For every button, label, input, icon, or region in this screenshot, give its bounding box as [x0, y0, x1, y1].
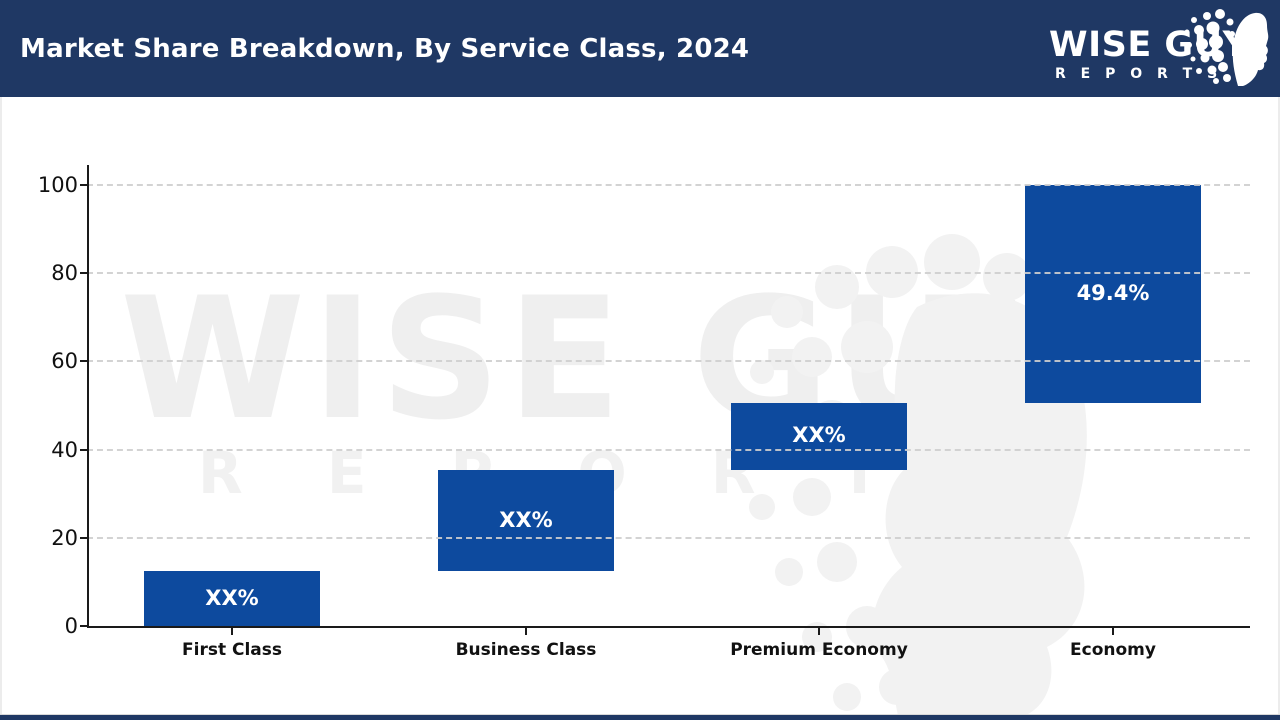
y-tick-label-20: 20	[51, 525, 78, 550]
bar-value-label: XX%	[499, 507, 553, 532]
y-axis-line	[87, 165, 89, 628]
gridline-80	[87, 272, 1250, 275]
y-tick-label-80: 80	[51, 261, 78, 286]
y-tick-40	[80, 448, 87, 451]
y-tick-80	[80, 272, 87, 275]
bar-business-class	[438, 469, 614, 572]
bar-value-label: XX%	[792, 423, 846, 448]
y-tick-label-60: 60	[51, 349, 78, 374]
chart-title: Market Share Breakdown, By Service Class…	[20, 33, 750, 64]
y-tick-20	[80, 536, 87, 539]
x-tick-1	[525, 628, 527, 635]
gridline-100	[87, 184, 1250, 186]
bar-value-label: XX%	[205, 585, 259, 610]
y-tick-100	[80, 184, 87, 186]
title-bar: Market Share Breakdown, By Service Class…	[0, 0, 1280, 97]
y-tick-label-0: 0	[64, 614, 78, 638]
x-axis-label-2: Premium Economy	[730, 640, 908, 660]
chart-plot-area: WISE GUY R E P O R T S 0 20 40 60 80 100 XX% Fi…	[0, 97, 1280, 714]
x-tick-2	[818, 628, 820, 635]
gridline-40	[87, 448, 1250, 451]
x-tick-3	[1112, 628, 1114, 635]
logo-dots-icon	[1184, 9, 1235, 84]
wiseguy-reports-logo: WISE GUY R E P O R T S	[1049, 9, 1269, 86]
y-tick-label-40: 40	[51, 437, 78, 462]
x-tick-0	[231, 628, 233, 635]
y-tick-60	[80, 360, 87, 363]
logo-subtext: R E P O R T S	[1055, 66, 1222, 82]
y-tick-label-100: 100	[37, 173, 78, 197]
gridline-60	[87, 360, 1250, 363]
y-tick-0	[80, 625, 87, 627]
bar-economy	[1025, 185, 1201, 403]
x-axis-line	[87, 626, 1250, 628]
bar-premium-economy	[731, 402, 907, 470]
x-axis-label-0: First Class	[182, 640, 282, 660]
footer-accent-bar	[0, 714, 1280, 720]
wiseguy-head-icon	[1232, 12, 1269, 86]
bar-first-class	[144, 571, 320, 626]
gridline-20	[87, 536, 1250, 539]
x-axis-label-1: Business Class	[455, 640, 597, 660]
x-axis-label-3: Economy	[1070, 640, 1156, 660]
bar-value-label: 49.4%	[1076, 280, 1150, 305]
